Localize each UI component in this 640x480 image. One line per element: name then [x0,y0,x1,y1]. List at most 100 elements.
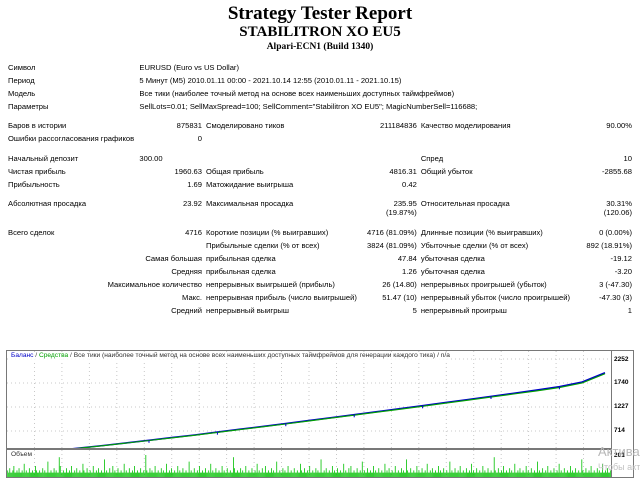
params-label: Параметры [8,102,49,111]
max-drawdown-label: Максимальная просадка [206,198,294,208]
legend-model-text: Все тики (наиболее точный метод на основ… [73,352,450,359]
symbol-value: EURUSD (Euro vs US Dollar) [139,63,239,72]
empty-cell [6,239,137,252]
table-row-params: Параметры SellLots=0.01; SellMaxSpread=1… [6,100,634,113]
average-loss-label: убыточная сделка [420,266,485,276]
empty-cell [360,132,419,146]
empty-cell [419,132,574,146]
average-profit-label: прибыльная сделка [206,266,276,276]
largest-label: Самая большая [145,253,202,263]
legend-separator: / [35,352,38,359]
max-cons-loss-value: -47.30 (3) [599,292,632,302]
legend-equity[interactable]: Средства [38,352,69,359]
rel-drawdown-label: Относительная просадка [420,198,510,208]
long-positions-label: Длинные позиции (% выигравших) [420,227,543,237]
table-row-total-trades: Всего сделок 4716 Короткие позиции (% вы… [6,226,634,239]
expected-payoff-value: 0.42 [402,179,417,189]
params-value: SellLots=0.01; SellMaxSpread=100; SellCo… [139,102,478,111]
profit-trades-label: Прибыльные сделки (% от всех) [206,240,320,250]
period-label: Период [8,76,35,85]
profit-trades-value: 3824 (81.09%) [367,240,417,250]
table-row-symbol: Символ EURUSD (Euro vs US Dollar) [6,61,634,74]
max-cons-profit-label: непрерывная прибыль (число выигрышей) [206,292,357,302]
quality-value: 90.00% [606,121,632,130]
deposit-value: 300.00 [139,153,163,163]
table-row-mismatch: Ошибки рассогласования графиков 0 [6,132,634,146]
axis-tick-label: 201 [614,451,625,459]
empty-cell [573,178,634,191]
empty-cell [419,178,574,191]
volume-label: Объем [10,451,34,459]
table-row-model: Модель Все тики (наиболее точный метод н… [6,87,634,100]
bars-label: Баров в истории [8,121,67,130]
largest-loss-label: убыточная сделка [420,253,485,263]
profit-factor-label: Прибыльность [8,179,60,189]
chart-volume-panel: Объем [7,450,611,477]
legend-separator: / [70,352,72,359]
long-positions-value: 0 (0.00%) [599,227,632,237]
axis-tick-label: 1740 [614,379,629,387]
balance-curve-svg [7,351,611,448]
net-profit-label: Чистая прибыль [8,166,66,176]
stats-table: Символ EURUSD (Euro vs US Dollar) Период… [6,61,634,317]
gross-loss-value: -2855.68 [602,166,632,176]
gross-profit-value: 4816.31 [389,166,417,176]
ticks-label: Смоделировано тиков [206,121,285,130]
max-count-label: Максимальное количество [107,279,202,289]
table-row-max-consecutive: Максимальное количество непрерывных выиг… [6,278,634,291]
table-row-profit-factor: Прибыльность 1.69 Матожидание выигрыша 0… [6,178,634,191]
max-cons-losses-label: непрерывных проигрышей (убыток) [420,279,547,289]
max-label: Макс. [182,292,202,302]
model-value: Все тики (наиболее точный метод на основ… [139,89,455,98]
equity-chart: Баланс / Средства / Все тики (наиболее т… [6,350,634,478]
expected-payoff-label: Матожидание выигрыша [206,179,294,189]
empty-cell [360,152,419,165]
chart-legend: Баланс / Средства / Все тики (наиболее т… [10,352,451,360]
gross-loss-label: Общий убыток [420,166,473,176]
mismatch-value: 0 [197,134,202,143]
chart-balance-panel [7,351,611,450]
table-row-avg-streak: Средний непрерывный выигрыш 5 непрерывны… [6,304,634,317]
ticks-value: 211184836 [379,121,417,130]
legend-balance[interactable]: Баланс [11,352,34,359]
empty-cell [573,132,634,146]
table-row-average: Средняя прибыльная сделка 1.26 убыточная… [6,265,634,278]
gross-profit-label: Общая прибыль [206,166,264,176]
short-positions-label: Короткие позиции (% выигравших) [206,227,329,237]
empty-cell [204,132,360,146]
table-row-net-profit: Чистая прибыль 1960.63 Общая прибыль 481… [6,165,634,178]
bars-value: 875831 [176,121,202,130]
spread-label: Спред [420,153,444,163]
rel-drawdown-value: 30.31% (120.06) [573,197,634,220]
loss-trades-label: Убыточные сделки (% от всех) [420,240,529,250]
largest-loss-value: -19.12 [610,253,632,263]
report-title: Strategy Tester Report [227,3,413,24]
empty-cell [204,152,360,165]
table-row-drawdown: Абсолютная просадка 23.92 Максимальная п… [6,197,634,220]
max-drawdown-amount: 235.95 [393,198,417,208]
avg-label: Средний [171,306,202,315]
total-trades-label: Всего сделок [8,227,55,237]
max-cons-wins-label: непрерывных выигрышей (прибыль) [206,279,335,289]
empty-cell [137,239,204,252]
max-cons-wins-value: 26 (14.80) [382,279,417,289]
table-row-deposit: Начальный депозит 300.00 Спред 10 [6,152,634,165]
table-row-period: Период 5 Минут (M5) 2010.01.11 00:00 - 2… [6,74,634,87]
axis-tick-label: 2252 [614,355,629,363]
total-trades-value: 4716 [185,227,202,237]
axis-tick-label: 1227 [614,403,629,411]
max-drawdown-percent: (19.87%) [386,208,417,217]
net-profit-value: 1960.63 [174,166,202,176]
report-server: Alpari-ECN1 (Build 1340) [266,42,374,52]
avg-cons-wins-label: непрерывный выигрыш [206,306,289,315]
avg-cons-losses-value: 1 [627,306,632,315]
axis-tick-label: 714 [614,427,625,435]
abs-drawdown-value: 23.92 [182,198,202,208]
average-label: Средняя [171,266,202,276]
symbol-label: Символ [8,63,36,72]
table-row-max-profit-streak: Макс. непрерывная прибыль (число выигрыш… [6,291,634,305]
average-profit-value: 1.26 [402,266,417,276]
rel-drawdown-percent: 30.31% [606,198,632,208]
model-label: Модель [8,89,36,98]
spread-value: 10 [623,153,632,163]
